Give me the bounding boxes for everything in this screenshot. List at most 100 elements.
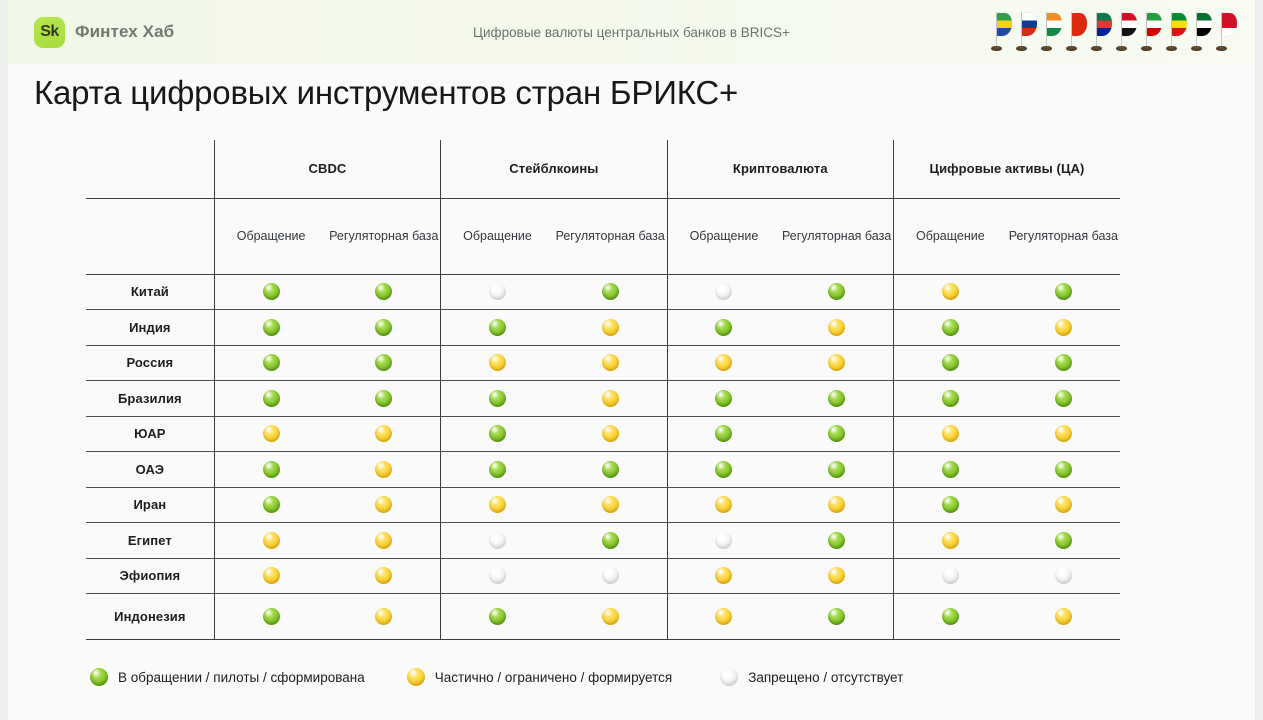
status-dot-green: [941, 318, 959, 336]
status-cell: [553, 309, 668, 346]
status-dot-white: [941, 567, 959, 585]
flag-base: [1216, 46, 1227, 51]
status-cell: [553, 345, 668, 381]
legend-dot-green: [90, 668, 108, 686]
status-dot-white: [715, 531, 733, 549]
sub-header-crypto-circulation: Обращение: [666, 198, 781, 275]
status-cell: [1006, 487, 1120, 523]
status-cell: [213, 416, 328, 452]
status-cell: [440, 593, 554, 640]
status-cell: [553, 487, 668, 523]
status-cell: [1006, 558, 1120, 594]
status-cell: [666, 451, 781, 488]
status-dot-green: [828, 531, 846, 549]
status-dot-yellow: [941, 531, 959, 549]
status-cell: [892, 345, 1007, 381]
legend-item-green: В обращении / пилоты / сформирована: [90, 668, 365, 686]
status-dot-green: [489, 389, 506, 407]
flag-pole: [1045, 12, 1048, 47]
flag-cloth: [997, 13, 1012, 36]
status-dot-green: [375, 318, 393, 336]
status-dot-green: [715, 389, 733, 407]
status-cell: [1006, 522, 1120, 559]
status-dot-yellow: [262, 531, 280, 549]
status-cell: [440, 309, 554, 346]
status-dot-yellow: [601, 354, 619, 372]
table-head: CBDC Стейблкоины Криптовалюта Цифровые а…: [86, 140, 1120, 275]
group-header-stablecoins: Стейблкоины: [440, 140, 668, 199]
status-cell: [780, 522, 894, 559]
status-cell: [327, 274, 441, 310]
status-cell: [892, 487, 1007, 523]
status-dot-yellow: [715, 567, 733, 585]
flag-russia: [1013, 10, 1037, 56]
flag-base: [1016, 46, 1027, 51]
status-dot-green: [375, 354, 393, 372]
status-dot-green: [715, 425, 733, 443]
legend-label: Запрещено / отсутствует: [748, 669, 904, 685]
flag-cloth: [1047, 13, 1062, 36]
status-cell: [327, 522, 441, 559]
flag-pole: [1170, 12, 1173, 47]
sk-logo-icon: Sk: [34, 16, 65, 48]
status-cell: [440, 522, 554, 559]
status-cell: [553, 558, 668, 594]
status-dot-green: [489, 607, 506, 625]
status-cell: [553, 593, 668, 640]
status-dot-white: [715, 283, 733, 301]
flag-india: [1038, 10, 1062, 56]
status-dot-green: [941, 607, 959, 625]
status-cell: [1006, 309, 1120, 346]
status-cell: [780, 345, 894, 381]
country-label: Китай: [86, 274, 215, 310]
status-cell: [892, 558, 1007, 594]
page-title: Карта цифровых инструментов стран БРИКС+: [34, 74, 739, 111]
slide-canvas: Sk Финтех Хаб Цифровые валюты центральны…: [8, 0, 1255, 720]
flag-pole: [1120, 12, 1123, 47]
country-label: Бразилия: [86, 380, 215, 417]
status-cell: [780, 451, 894, 488]
status-cell: [440, 416, 554, 452]
status-dot-white: [489, 283, 506, 301]
status-dot-yellow: [715, 607, 733, 625]
status-cell: [780, 416, 894, 452]
status-dot-yellow: [375, 496, 393, 514]
status-cell: [327, 309, 441, 346]
status-dot-green: [489, 425, 506, 443]
status-cell: [666, 558, 781, 594]
flag-pole: [1145, 12, 1148, 47]
status-dot-green: [489, 318, 506, 336]
flag-cloth: [1172, 13, 1187, 36]
flag-ethiopia: [1163, 10, 1187, 56]
sub-header-digital-assets-regulation: Регуляторная база: [1006, 198, 1120, 275]
status-cell: [1006, 274, 1120, 310]
status-cell: [666, 416, 781, 452]
status-cell: [553, 416, 668, 452]
status-dot-green: [941, 496, 959, 514]
status-dot-green: [941, 354, 959, 372]
status-cell: [440, 558, 554, 594]
country-label: Россия: [86, 345, 215, 381]
status-cell: [666, 274, 781, 310]
status-cell: [666, 487, 781, 523]
table-row: Эфиопия: [86, 558, 1120, 594]
flag-row: [988, 8, 1237, 56]
status-dot-green: [941, 460, 959, 478]
status-dot-yellow: [715, 354, 733, 372]
status-cell: [1006, 593, 1120, 640]
status-cell: [553, 274, 668, 310]
status-dot-yellow: [941, 283, 959, 301]
status-dot-yellow: [375, 607, 393, 625]
legend-label: В обращении / пилоты / сформирована: [118, 669, 365, 685]
status-dot-yellow: [1054, 607, 1072, 625]
status-cell: [666, 593, 781, 640]
country-label: ОАЭ: [86, 451, 215, 488]
country-label: ЮАР: [86, 416, 215, 452]
status-cell: [440, 451, 554, 488]
status-cell: [213, 593, 328, 640]
status-dot-green: [828, 425, 846, 443]
country-label: Индия: [86, 309, 215, 346]
status-cell: [213, 558, 328, 594]
status-cell: [1006, 416, 1120, 452]
status-cell: [1006, 451, 1120, 488]
